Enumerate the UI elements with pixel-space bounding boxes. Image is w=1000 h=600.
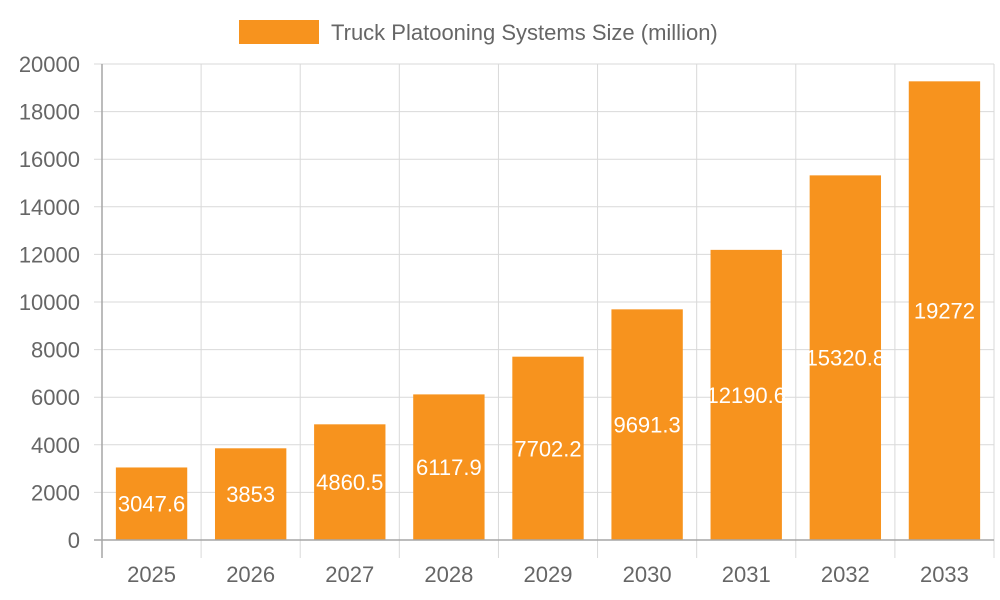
bar-2025 [115,467,188,540]
y-tick-label: 0 [68,528,80,553]
legend-label: Truck Platooning Systems Size (million) [331,20,718,45]
y-axis-ticks: 0 2000 4000 6000 8000 10000 12000 14000 16000 180… [19,52,80,553]
data-label: 19272 [914,299,975,324]
data-label: 3047.6 [118,492,185,517]
x-tick-label: 2029 [524,562,573,587]
y-tick-label: 10000 [19,290,80,315]
data-label: 7702.2 [514,436,581,461]
bar-2026 [214,448,287,540]
bar-2027 [314,424,386,540]
bar-2029 [512,356,584,540]
data-label: 15320.8 [806,346,886,371]
y-tick-label: 14000 [19,195,80,220]
data-label: 6117.9 [416,455,482,480]
x-tick-label: 2025 [127,562,176,587]
y-tick-label: 4000 [31,433,80,458]
legend-swatch [239,20,319,44]
legend: Truck Platooning Systems Size (million) [239,20,718,45]
bar-2031 [710,249,782,541]
x-axis-ticks: 2025 2026 2027 2028 2029 2030 2031 2032 2033 [127,562,969,587]
y-tick-label: 20000 [19,52,80,77]
y-tick-label: 6000 [31,385,80,410]
grid [94,63,995,558]
data-labels: 3047.6 3853 4860.5 6117.9 7702.2 9691.3 12190.… [118,299,975,517]
y-tick-label: 8000 [31,338,80,363]
bar-2033 [908,81,981,540]
x-tick-label: 2032 [821,562,870,587]
x-tick-label: 2028 [424,562,473,587]
x-tick-label: 2031 [722,562,771,587]
data-label: 3853 [226,482,275,507]
data-label: 4860.5 [316,470,383,495]
x-tick-label: 2033 [920,562,969,587]
x-tick-label: 2027 [325,562,374,587]
y-tick-label: 12000 [19,242,80,267]
y-tick-label: 2000 [31,480,80,505]
data-label: 12190.6 [706,383,786,408]
bar-2028 [413,394,485,540]
bars [115,81,981,541]
data-label: 9691.3 [613,413,680,438]
x-tick-label: 2026 [226,562,275,587]
y-tick-label: 18000 [19,100,80,125]
y-tick-label: 16000 [19,147,80,172]
bar-2030 [611,309,683,540]
bar-2032 [809,175,882,540]
x-tick-label: 2030 [623,562,672,587]
